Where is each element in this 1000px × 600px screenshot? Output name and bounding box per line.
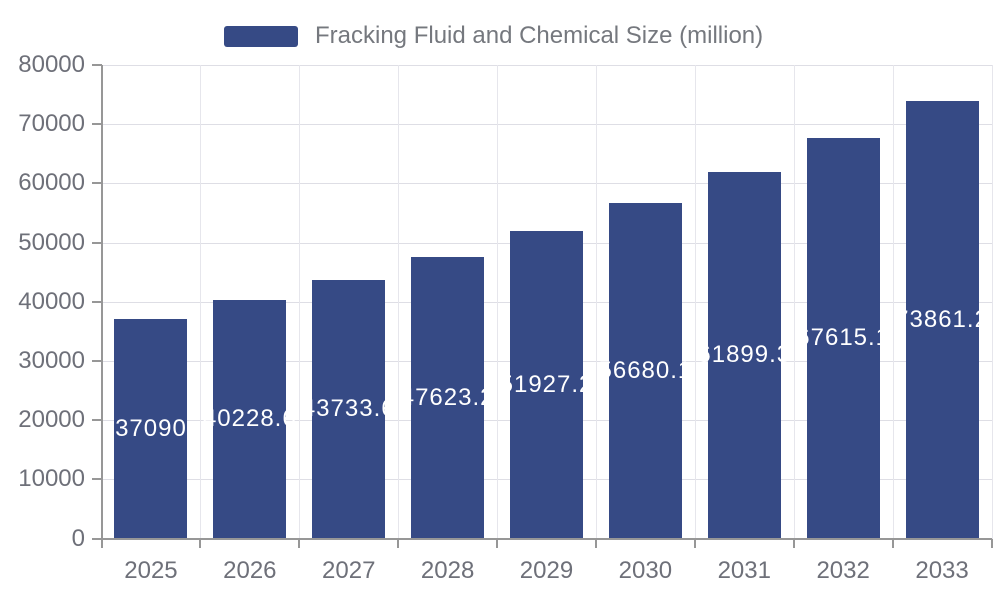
- y-axis-tick: [91, 123, 102, 126]
- x-axis-label-2032: 2032: [816, 557, 870, 584]
- x-axis-label-2031: 2031: [717, 557, 771, 584]
- bar-2026[interactable]: [213, 300, 287, 539]
- y-axis-label-60000: 60000: [18, 169, 85, 197]
- bar-value-label-2027: 43733.6: [301, 395, 396, 423]
- x-axis-tick: [990, 538, 993, 548]
- x-axis-tick: [100, 538, 103, 548]
- y-axis-tick: [91, 419, 102, 422]
- y-axis-label-20000: 20000: [18, 406, 85, 434]
- y-axis-line: [100, 65, 103, 539]
- y-axis-label-30000: 30000: [18, 346, 85, 374]
- bar-2032[interactable]: [806, 138, 880, 539]
- x-axis-tick: [298, 538, 301, 548]
- y-axis-label-40000: 40000: [18, 287, 85, 315]
- x-axis-tick: [594, 538, 597, 548]
- legend-swatch-icon: [224, 25, 298, 47]
- gridline-v: [694, 65, 696, 539]
- bar-2030[interactable]: [608, 203, 682, 539]
- x-axis-label-2025: 2025: [124, 557, 178, 584]
- y-axis-label-70000: 70000: [18, 110, 85, 138]
- bar-value-label-2033: 73861.2: [895, 305, 989, 333]
- gridline-h-60000: [101, 183, 992, 185]
- gridline-v: [200, 65, 202, 539]
- gridline-v: [991, 65, 993, 539]
- y-axis-tick: [91, 537, 102, 540]
- x-axis-label-2027: 2027: [322, 557, 376, 584]
- y-axis-tick: [91, 64, 102, 66]
- x-axis-tick: [891, 538, 894, 548]
- x-axis-tick: [397, 538, 400, 548]
- gridline-v: [299, 65, 301, 539]
- bar-2025[interactable]: [114, 318, 188, 539]
- x-axis-label-2028: 2028: [420, 557, 475, 584]
- bar-2033[interactable]: [905, 101, 979, 539]
- gridline-v: [398, 65, 400, 539]
- x-axis-tick: [199, 538, 202, 548]
- y-axis-tick: [91, 241, 102, 244]
- bar-value-label-2025: 37090: [115, 414, 187, 442]
- legend[interactable]: Fracking Fluid and Chemical Size (millio…: [224, 22, 763, 50]
- bar-2029[interactable]: [510, 231, 583, 539]
- y-axis-tick: [91, 359, 102, 362]
- x-axis-tick: [496, 538, 499, 548]
- x-axis-line: [100, 537, 992, 540]
- y-axis-tick: [91, 300, 102, 303]
- gridline-h-70000: [101, 124, 992, 126]
- gridline-v: [892, 65, 894, 539]
- bar-value-label-2030: 56680.1: [598, 356, 693, 384]
- x-axis-label-2030: 2030: [618, 557, 673, 584]
- bar-2028[interactable]: [411, 256, 485, 539]
- bar-2027[interactable]: [312, 279, 386, 539]
- bar-value-label-2032: 67615.1: [796, 324, 891, 352]
- y-axis-label-0: 0: [71, 524, 85, 552]
- bar-value-label-2029: 51927.2: [499, 370, 594, 398]
- gridline-v: [497, 65, 499, 539]
- x-axis-label-2033: 2033: [915, 557, 969, 584]
- bar-2031[interactable]: [707, 172, 781, 539]
- x-axis-tick: [693, 538, 696, 548]
- bar-value-label-2028: 47623.2: [400, 383, 495, 411]
- x-axis-tick: [792, 538, 795, 548]
- y-axis-label-50000: 50000: [18, 228, 85, 256]
- y-axis-label-80000: 80000: [18, 51, 85, 78]
- y-axis-label-10000: 10000: [18, 465, 85, 493]
- bar-value-label-2031: 61899.3: [697, 341, 792, 369]
- y-axis-tick: [91, 182, 102, 185]
- y-axis-tick: [91, 478, 102, 481]
- gridline-v: [793, 65, 795, 539]
- legend-label: Fracking Fluid and Chemical Size (millio…: [315, 22, 764, 49]
- gridline-v: [595, 65, 597, 539]
- x-axis-label-2029: 2029: [519, 557, 574, 584]
- bar-value-label-2026: 40228.6: [202, 405, 297, 433]
- x-axis-label-2026: 2026: [223, 557, 277, 584]
- gridline-h-80000: [101, 65, 992, 66]
